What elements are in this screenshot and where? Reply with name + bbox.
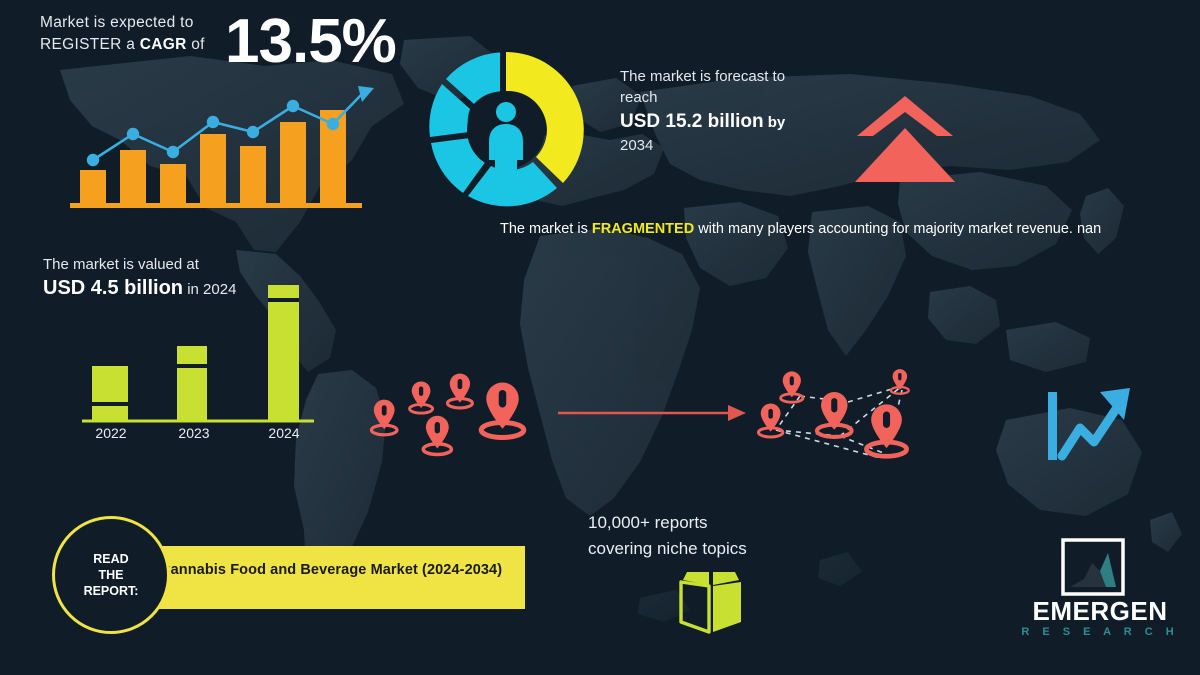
fragmented-highlight: FRAGMENTED: [591, 221, 695, 237]
reports-count-block: 10,000+ reports covering niche topics: [588, 510, 848, 562]
cagr-caption-line2: REGISTER a CAGR of: [40, 36, 230, 54]
map-pin-node-4: [814, 392, 854, 439]
map-pin-node-2: [889, 369, 910, 395]
forecast-block: The market is forecast to reach USD 15.2…: [620, 66, 870, 156]
read-report-label[interactable]: READ THE REPORT:: [52, 516, 170, 634]
person-icon: [489, 102, 523, 178]
up-arrow-icon: [855, 96, 955, 182]
tick-label-2024: 2024: [268, 425, 299, 441]
forecast-value: USD 15.2 billion by: [620, 110, 870, 135]
donut-slice-yellow: [506, 52, 584, 183]
market-share-donut: [429, 52, 584, 207]
reports-count-line1: 10,000+ reports: [588, 513, 708, 532]
fragmented-pre: The market is: [500, 221, 592, 237]
logo-tagline: R E S E A R C H: [1021, 626, 1179, 638]
market-value-caption: The market is valued at: [43, 256, 199, 273]
fragmented-post: with many players accounting for majorit…: [694, 221, 1102, 237]
cagr-value: 13.5%: [225, 7, 397, 76]
logo-wordmark: EMERGEN: [1032, 596, 1168, 626]
bar-cap-lines: [92, 298, 299, 406]
forecast-value-text: USD 15.2 billion: [620, 111, 764, 132]
reports-count-line2: covering niche topics: [588, 539, 747, 558]
map-pin-small-1: [369, 399, 399, 437]
map-pin-small-2: [408, 381, 435, 415]
scattered-location-pins: [369, 373, 527, 457]
donut-slices-cyan: [429, 52, 557, 207]
growth-arrow-icon: [1048, 388, 1130, 461]
map-pin-large: [478, 382, 527, 440]
tick-label-2022: 2022: [95, 425, 126, 441]
cagr-caption-bold: CAGR: [139, 36, 187, 53]
map-pin-node-5: [864, 404, 909, 459]
forecast-line1: The market is forecast to: [620, 68, 786, 85]
tick-label-2023: 2023: [178, 425, 209, 441]
cagr-caption: Market is expected to REGISTER a CAGR of: [40, 14, 230, 54]
read-report-line1: READ: [93, 552, 129, 566]
connected-location-pins: [756, 369, 910, 459]
fragmented-statement: The market is FRAGMENTED with many playe…: [500, 218, 1140, 241]
growth-trend-chart: [70, 86, 374, 208]
market-value-bar-chart: 2022 2023 2024: [82, 285, 314, 441]
bars: [92, 285, 299, 421]
report-title[interactable]: Cannabis Food and Beverage Market (2024-…: [160, 562, 503, 578]
up-triangle-bottom: [855, 128, 955, 182]
cagr-caption-post: of: [186, 36, 205, 53]
map-pin-node-1: [779, 371, 805, 404]
bar-2022: [92, 366, 128, 421]
cagr-caption-pre: REGISTER a: [40, 36, 140, 53]
forecast-year: 2034: [620, 137, 654, 154]
map-pin-small-4: [421, 415, 454, 457]
bar-2023: [177, 346, 207, 421]
growth-line-markers: [86, 99, 340, 167]
growth-arrow-head: [358, 86, 374, 102]
read-report-banner[interactable]: [100, 546, 525, 609]
forecast-by: by: [763, 114, 786, 131]
cagr-caption-line1: Market is expected to: [40, 14, 194, 31]
read-report-line3: REPORT:: [83, 584, 139, 598]
up-chevron-top: [857, 96, 953, 136]
bar-chart-tick-labels: 2022 2023 2024: [95, 425, 299, 441]
forecast-line2: reach: [620, 89, 658, 106]
map-pin-node-3: [756, 403, 785, 439]
bar-2024: [268, 285, 299, 421]
map-pin-small-3: [445, 373, 474, 410]
market-value-number: USD 4.5 billion: [43, 277, 184, 299]
market-value-amount: USD 4.5 billion in 2024: [43, 277, 343, 300]
market-value-year: in 2024: [183, 281, 237, 298]
emergen-logo-mark: [1061, 538, 1125, 596]
read-report-line2: THE: [98, 568, 124, 582]
read-report-circle[interactable]: [52, 516, 170, 634]
growth-line: [92, 93, 363, 162]
growth-baseline: [70, 203, 362, 208]
market-value-block: The market is valued at USD 4.5 billion …: [43, 256, 343, 300]
transition-arrow: [558, 405, 746, 421]
open-book-icon: [679, 572, 741, 634]
